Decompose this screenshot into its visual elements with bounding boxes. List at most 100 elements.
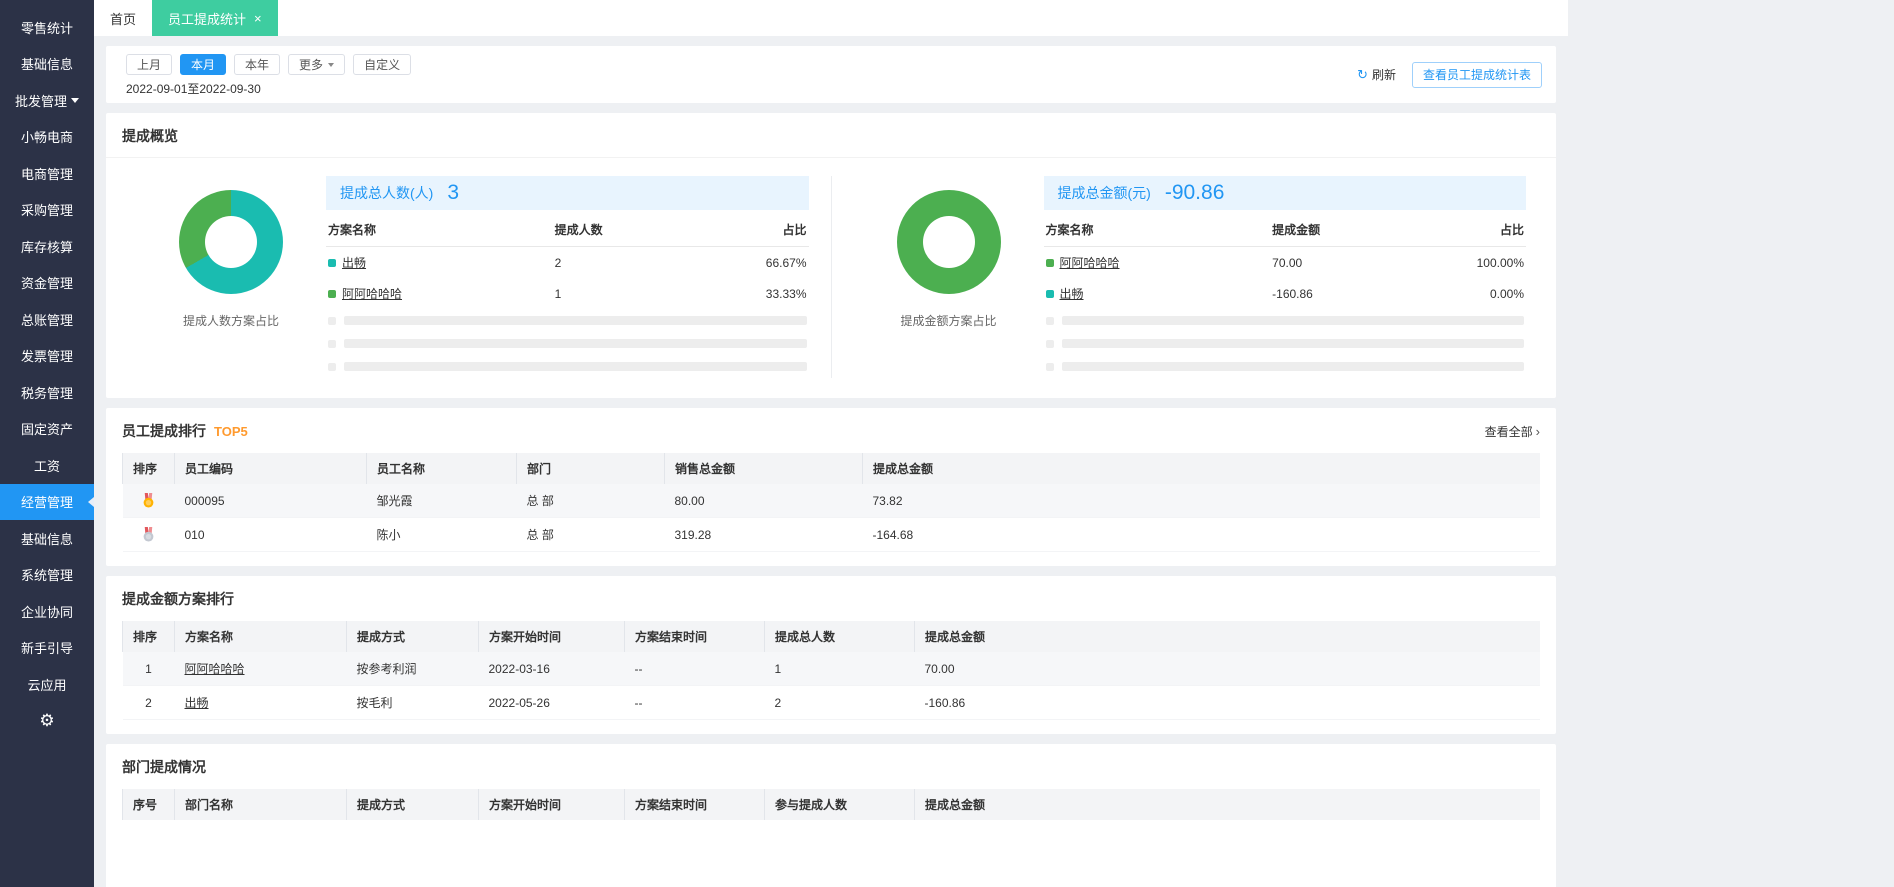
sidebar-item[interactable]: 云应用 — [0, 666, 94, 703]
plan-name-link[interactable]: 阿阿哈哈哈 — [342, 287, 403, 301]
column-header: 方案开始时间 — [478, 789, 625, 820]
sidebar-item[interactable]: 批发管理 — [0, 82, 94, 119]
plan-name-link[interactable]: 出畅 — [342, 256, 367, 270]
plan-ranking-table: 排序 方案名称 提成方式 方案开始时间 方案结束时间 提成总人数 提成总金额 1 阿阿哈哈哈… — [122, 621, 1540, 720]
sidebar-item[interactable]: 税务管理 — [0, 374, 94, 411]
amount-table-rows: 阿阿哈哈哈 70.00 100.00% — [1044, 247, 1527, 309]
plan-name-link[interactable]: 阿阿哈哈哈 — [184, 662, 245, 676]
series-dot-icon — [1045, 289, 1054, 298]
amount-table-header: 方案名称 提成金额 占比 — [1043, 210, 1526, 247]
gear-icon[interactable]: ⚙ — [39, 710, 55, 730]
period-button[interactable]: 本年 — [234, 54, 281, 75]
sidebar-item[interactable]: 经营管理 — [0, 483, 94, 520]
sidebar-item[interactable]: 基础信息 — [0, 46, 94, 83]
sidebar-menu: 零售统计 基础信息 批发管理 小畅电商 — [0, 9, 94, 703]
view-report-button[interactable]: 查看员工提成统计表 — [1411, 61, 1542, 88]
employee-code: 010 — [174, 517, 367, 552]
sidebar-item[interactable]: 总账管理 — [0, 301, 94, 338]
refresh-icon: ↻ — [1357, 66, 1368, 82]
series-dot-icon — [328, 258, 336, 267]
sidebar-item-label: 企业协同 — [20, 604, 73, 620]
column-header: 部门名称 — [174, 789, 347, 820]
date-range-text: 2022-09-01至2022-09-30 — [126, 82, 261, 96]
department-header: 部门提成情况 — [106, 744, 1556, 789]
people-donut-wrap: 提成人数方案占比 — [136, 176, 326, 378]
placeholder-bar — [344, 316, 807, 325]
plan-name-link[interactable]: 阿阿哈哈哈 — [1059, 256, 1120, 270]
rank-cell — [122, 517, 175, 552]
page-tab[interactable]: 员工提成统计 × — [152, 0, 278, 36]
filter-toolbar: 上月 本月 本年 — [106, 46, 1556, 103]
sidebar-item-label: 工资 — [33, 458, 60, 474]
period-button[interactable]: 本月 — [180, 54, 227, 75]
sales-total: 80.00 — [664, 484, 863, 518]
placeholder-dot — [328, 339, 336, 348]
commission-total: -164.68 — [862, 517, 1540, 552]
card-title: 提成金额方案排行 — [122, 591, 234, 607]
employee-ranking-body: 000095 邹光霞 总 部 80.00 73.82 — [122, 484, 1540, 552]
period-button[interactable]: 自定义 — [353, 54, 412, 75]
people-donut-chart[interactable] — [179, 190, 283, 294]
people-table-rows: 出畅 2 66.67% 阿阿哈哈哈 — [326, 247, 809, 309]
table-row[interactable]: 2 出畅 按毛利 2022-05-26 -- 2 -160.86 — [122, 685, 1540, 720]
sidebar-item[interactable]: 新手引导 — [0, 630, 94, 667]
rank-cell — [122, 484, 175, 518]
placeholder-dot — [1045, 339, 1054, 348]
table-row[interactable]: 000095 邹光霞 总 部 80.00 73.82 — [122, 484, 1540, 518]
sidebar-item[interactable]: 采购管理 — [0, 192, 94, 229]
sidebar-item[interactable]: 固定资产 — [0, 411, 94, 448]
main-area: 首页 × 员工提成统计 × 上月 — [94, 0, 1568, 887]
sidebar-item-label: 基础信息 — [20, 531, 73, 547]
sidebar-item[interactable]: 发票管理 — [0, 338, 94, 375]
period-button[interactable]: 上月 — [126, 54, 173, 75]
sidebar-item[interactable]: 工资 — [0, 447, 94, 484]
column-header: 提成总金额 — [914, 621, 1540, 652]
amount-donut-chart[interactable] — [896, 190, 1001, 294]
placeholder-dot — [328, 316, 336, 325]
medal-icon — [141, 493, 156, 508]
column-header: 提成总人数 — [764, 621, 915, 652]
plan-percent: 0.00% — [1489, 286, 1524, 301]
page-tab[interactable]: 首页 × — [94, 0, 152, 36]
sidebar-item[interactable]: 库存核算 — [0, 228, 94, 265]
sidebar-item-label: 总账管理 — [20, 312, 73, 328]
period-button[interactable]: 更多 — [288, 54, 346, 75]
chevron-right-icon: › — [1535, 423, 1540, 439]
sidebar-item-label: 零售统计 — [20, 20, 73, 36]
column-header: 提成金额 — [1272, 223, 1321, 237]
close-icon[interactable]: × — [254, 10, 262, 26]
sidebar-item[interactable]: 基础信息 — [0, 520, 94, 557]
table-header-row: 序号 部门名称 提成方式 方案开始时间 方案结束时间 参与提成人数 提成总金额 — [122, 789, 1540, 820]
placeholder-dot — [1045, 362, 1054, 371]
sidebar-item[interactable]: 系统管理 — [0, 557, 94, 594]
column-header: 方案名称 — [174, 621, 347, 652]
sidebar-item[interactable]: 企业协同 — [0, 593, 94, 630]
column-header: 提成方式 — [346, 789, 479, 820]
amount-donut-wrap: 提成金额方案占比 — [854, 176, 1044, 378]
sidebar-item[interactable]: 小畅电商 — [0, 119, 94, 156]
commission-total: 73.82 — [862, 484, 1540, 518]
sidebar-item-label: 发票管理 — [20, 349, 73, 365]
plan-name-link[interactable]: 出畅 — [1059, 287, 1084, 301]
commission-method: 按毛利 — [346, 685, 479, 720]
amount-metric-band: 提成总金额(元) -90.86 — [1043, 176, 1526, 210]
plan-value: 2 — [554, 255, 562, 270]
plan-row: 阿阿哈哈哈 1 33.33% — [326, 278, 809, 309]
view-all-link[interactable]: 查看全部 › — [1485, 423, 1540, 440]
tabs: 首页 × 员工提成统计 × — [94, 0, 278, 36]
plan-row: 阿阿哈哈哈 70.00 100.00% — [1044, 247, 1527, 278]
sidebar-item[interactable]: 零售统计 — [0, 9, 94, 46]
employee-ranking-table: 排序 员工编码 员工名称 部门 销售总金额 提成总金额 — [122, 453, 1540, 552]
period-button-label: 上月 — [137, 58, 162, 72]
department-commission-card: 部门提成情况 序号 部门名称 提成方式 方案开始时间 方案结束时间 参与提成人数 提成总金额 — [106, 744, 1556, 887]
plan-name-link[interactable]: 出畅 — [184, 696, 209, 710]
refresh-button[interactable]: ↻ 刷新 — [1357, 66, 1396, 83]
view-all-label: 查看全部 — [1484, 424, 1533, 439]
sidebar-item[interactable]: 电商管理 — [0, 155, 94, 192]
table-row[interactable]: 1 阿阿哈哈哈 按参考利润 2022-03-16 -- 1 70.00 — [122, 652, 1540, 686]
column-header: 占比 — [782, 223, 807, 237]
commission-method: 按参考利润 — [346, 652, 479, 686]
sidebar-item[interactable]: 资金管理 — [0, 265, 94, 302]
plan-value: 70.00 — [1272, 255, 1303, 270]
table-row[interactable]: 010 陈小 总 部 319.28 -164.68 — [122, 517, 1540, 552]
